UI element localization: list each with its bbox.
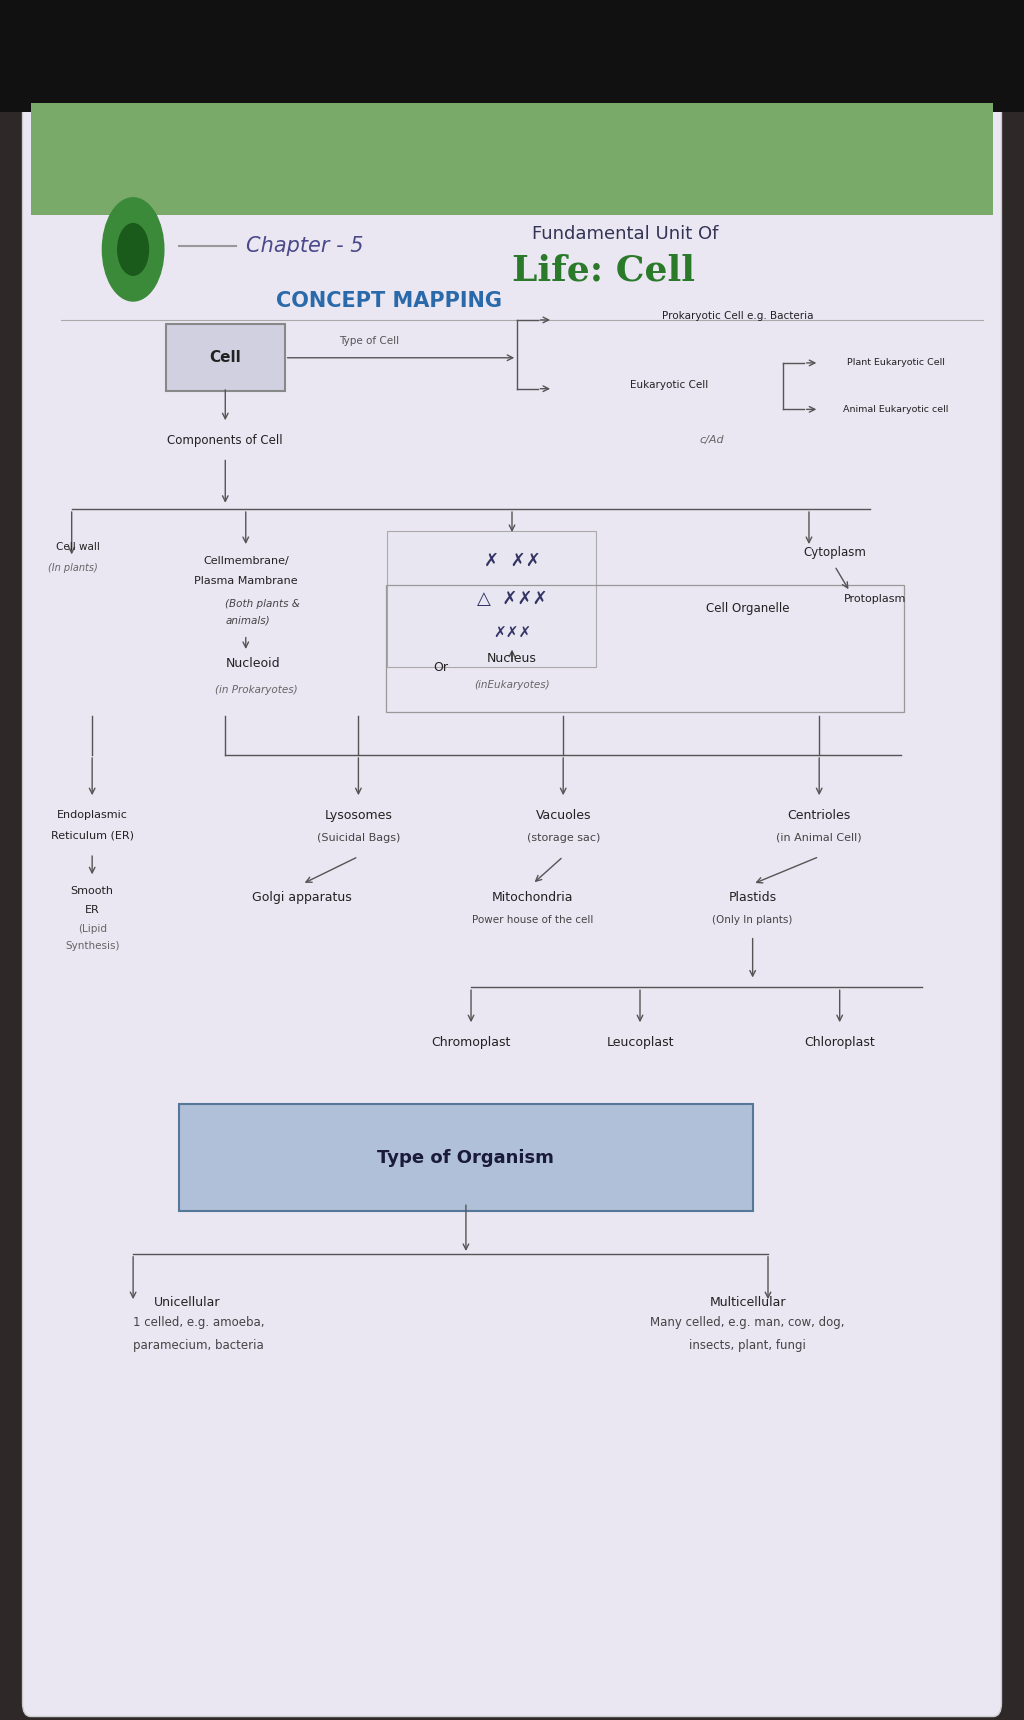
Text: Plastids: Plastids <box>729 891 776 905</box>
FancyBboxPatch shape <box>166 323 285 392</box>
Text: Chromoplast: Chromoplast <box>431 1035 511 1049</box>
Text: (Only In plants): (Only In plants) <box>713 915 793 925</box>
Text: (in Prokaryotes): (in Prokaryotes) <box>215 685 298 695</box>
Text: Power house of the cell: Power house of the cell <box>472 915 593 925</box>
FancyBboxPatch shape <box>387 531 596 667</box>
Text: Golgi apparatus: Golgi apparatus <box>252 891 352 905</box>
Text: Life: Cell: Life: Cell <box>512 253 695 287</box>
FancyBboxPatch shape <box>179 1104 753 1211</box>
Text: ✗  ✗✗: ✗ ✗✗ <box>483 552 541 569</box>
Text: (In plants): (In plants) <box>48 562 98 573</box>
Text: Chloroplast: Chloroplast <box>804 1035 876 1049</box>
Text: CONCEPT MAPPING: CONCEPT MAPPING <box>276 291 503 311</box>
Text: Cytoplasm: Cytoplasm <box>803 545 866 559</box>
Text: Lysosomes: Lysosomes <box>325 808 392 822</box>
Text: c/Ad: c/Ad <box>699 435 724 445</box>
Text: Smooth: Smooth <box>71 886 114 896</box>
Text: (inEukaryotes): (inEukaryotes) <box>474 679 550 690</box>
Text: Synthesis): Synthesis) <box>65 941 120 951</box>
Text: (storage sac): (storage sac) <box>526 832 600 843</box>
Text: Nucleoid: Nucleoid <box>225 657 280 671</box>
Text: Plant Eukaryotic Cell: Plant Eukaryotic Cell <box>847 358 945 368</box>
Text: Or: Or <box>433 660 447 674</box>
FancyBboxPatch shape <box>23 3 1001 1717</box>
Text: Plasma Mambrane: Plasma Mambrane <box>194 576 298 587</box>
Bar <box>0 0 1024 112</box>
Text: insects, plant, fungi: insects, plant, fungi <box>689 1338 806 1352</box>
Text: Fundamental Unit Of: Fundamental Unit Of <box>532 225 719 243</box>
Text: Cell: Cell <box>209 351 242 365</box>
Circle shape <box>118 224 148 275</box>
Text: Cellmembrane/: Cellmembrane/ <box>203 556 289 566</box>
Bar <box>31 103 993 215</box>
Text: (Both plants &: (Both plants & <box>225 599 300 609</box>
Circle shape <box>102 198 164 301</box>
Text: Many celled, e.g. man, cow, dog,: Many celled, e.g. man, cow, dog, <box>650 1316 845 1330</box>
Text: Endoplasmic: Endoplasmic <box>56 810 128 820</box>
Text: (Suicidal Bags): (Suicidal Bags) <box>316 832 400 843</box>
Text: Cell wall: Cell wall <box>56 542 100 552</box>
Text: Type of Organism: Type of Organism <box>378 1149 554 1166</box>
Text: Protoplasm: Protoplasm <box>845 593 906 604</box>
Text: (in Animal Cell): (in Animal Cell) <box>776 832 862 843</box>
Text: paramecium, bacteria: paramecium, bacteria <box>133 1338 264 1352</box>
Text: Prokaryotic Cell e.g. Bacteria: Prokaryotic Cell e.g. Bacteria <box>662 311 813 322</box>
Text: Chapter - 5: Chapter - 5 <box>246 236 364 256</box>
Text: Eukaryotic Cell: Eukaryotic Cell <box>630 380 708 390</box>
Text: Type of Cell: Type of Cell <box>339 335 398 346</box>
Text: Cell Organelle: Cell Organelle <box>706 602 790 616</box>
Text: Reticulum (ER): Reticulum (ER) <box>50 831 134 841</box>
Text: Components of Cell: Components of Cell <box>168 433 283 447</box>
Text: Leucoplast: Leucoplast <box>606 1035 674 1049</box>
Text: 1 celled, e.g. amoeba,: 1 celled, e.g. amoeba, <box>133 1316 264 1330</box>
Text: Vacuoles: Vacuoles <box>536 808 591 822</box>
Text: animals): animals) <box>225 616 270 626</box>
Text: ✗✗✗: ✗✗✗ <box>493 626 531 640</box>
Text: Centrioles: Centrioles <box>787 808 851 822</box>
Text: Mitochondria: Mitochondria <box>492 891 573 905</box>
Text: △  ✗✗✗: △ ✗✗✗ <box>476 590 548 607</box>
Text: ER: ER <box>85 905 99 915</box>
Text: (Lipid: (Lipid <box>78 924 106 934</box>
Text: Unicellular: Unicellular <box>154 1295 220 1309</box>
Text: Nucleus: Nucleus <box>487 652 537 666</box>
Text: Multicellular: Multicellular <box>710 1295 785 1309</box>
Text: Animal Eukaryotic cell: Animal Eukaryotic cell <box>844 404 948 415</box>
